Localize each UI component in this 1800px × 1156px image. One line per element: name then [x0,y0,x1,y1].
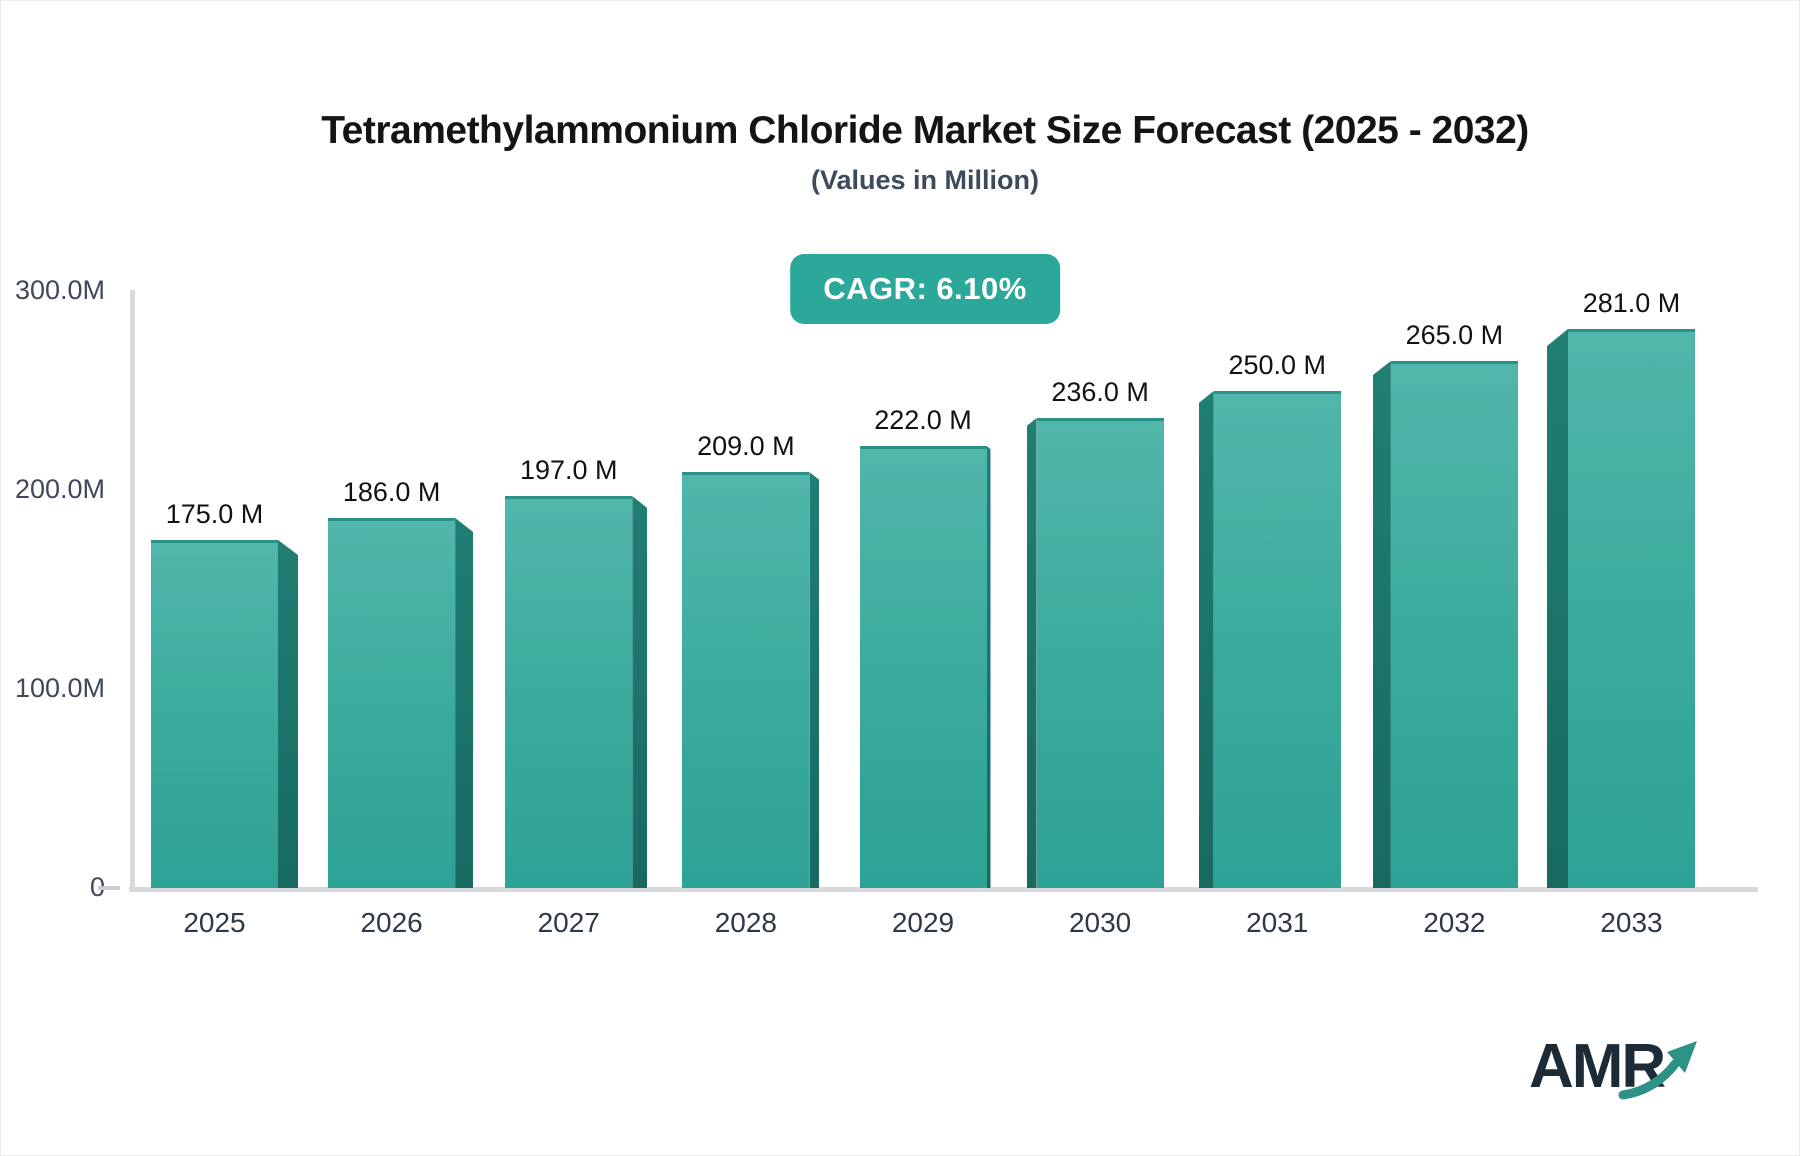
bar [1568,329,1695,888]
bar [682,472,810,888]
bar [151,540,278,888]
bar [505,496,633,888]
x-axis-label: 2030 [1068,907,1132,938]
zero-tick-dash [98,886,120,890]
y-axis-tick-label: 300.0M [14,275,105,305]
bar-side-face [1198,391,1214,888]
y-axis-line [130,290,135,890]
bar-side-face [809,472,820,888]
bar-side-face [278,540,298,888]
bar-value-label: 222.0 M [874,405,972,435]
chart-title: Tetramethylammonium Chloride Market Size… [321,109,1529,152]
bar-value-label: 250.0 M [1228,350,1327,380]
bar [859,446,987,888]
bar-value-label: 197.0 M [519,455,618,485]
bar-side-face [455,518,474,888]
x-axis-label: 2032 [1423,907,1486,938]
bar-value-label: 236.0 M [1051,377,1149,407]
x-axis-line [129,887,1758,892]
x-axis-label: 2025 [183,907,246,938]
brand-logo: AMR [1529,1031,1709,1111]
cagr-badge: CAGR: 6.10% [790,254,1060,324]
bar-side-face [1372,361,1391,888]
chart-subtitle: (Values in Million) [810,165,1040,195]
x-axis-label: 2029 [891,907,955,938]
x-axis-label: 2027 [537,907,600,938]
bar [328,518,456,888]
bar [1213,391,1341,888]
bar-side-face [1026,418,1037,888]
y-axis-tick-label: 200.0M [14,474,105,504]
x-axis-label: 2028 [714,907,778,938]
y-axis-tick-label: 0 [1,872,105,903]
bar [1390,361,1518,888]
bar-value-label: 175.0 M [165,499,264,529]
bar-value-label: 265.0 M [1405,320,1504,350]
bar-value-label: 186.0 M [342,477,441,507]
x-axis-label: 2031 [1246,907,1309,938]
growth-arrow-icon [1618,1041,1697,1100]
bar-side-face [986,446,991,888]
bar-value-label: 281.0 M [1582,288,1681,318]
bar-side-face [632,496,648,888]
bar-side-face [1547,329,1568,888]
x-axis-label: 2026 [360,907,423,938]
x-axis-label: 2033 [1600,907,1663,938]
y-axis-tick-label: 100.0M [14,673,105,703]
bar [1036,418,1164,888]
bar-value-label: 209.0 M [697,431,795,461]
